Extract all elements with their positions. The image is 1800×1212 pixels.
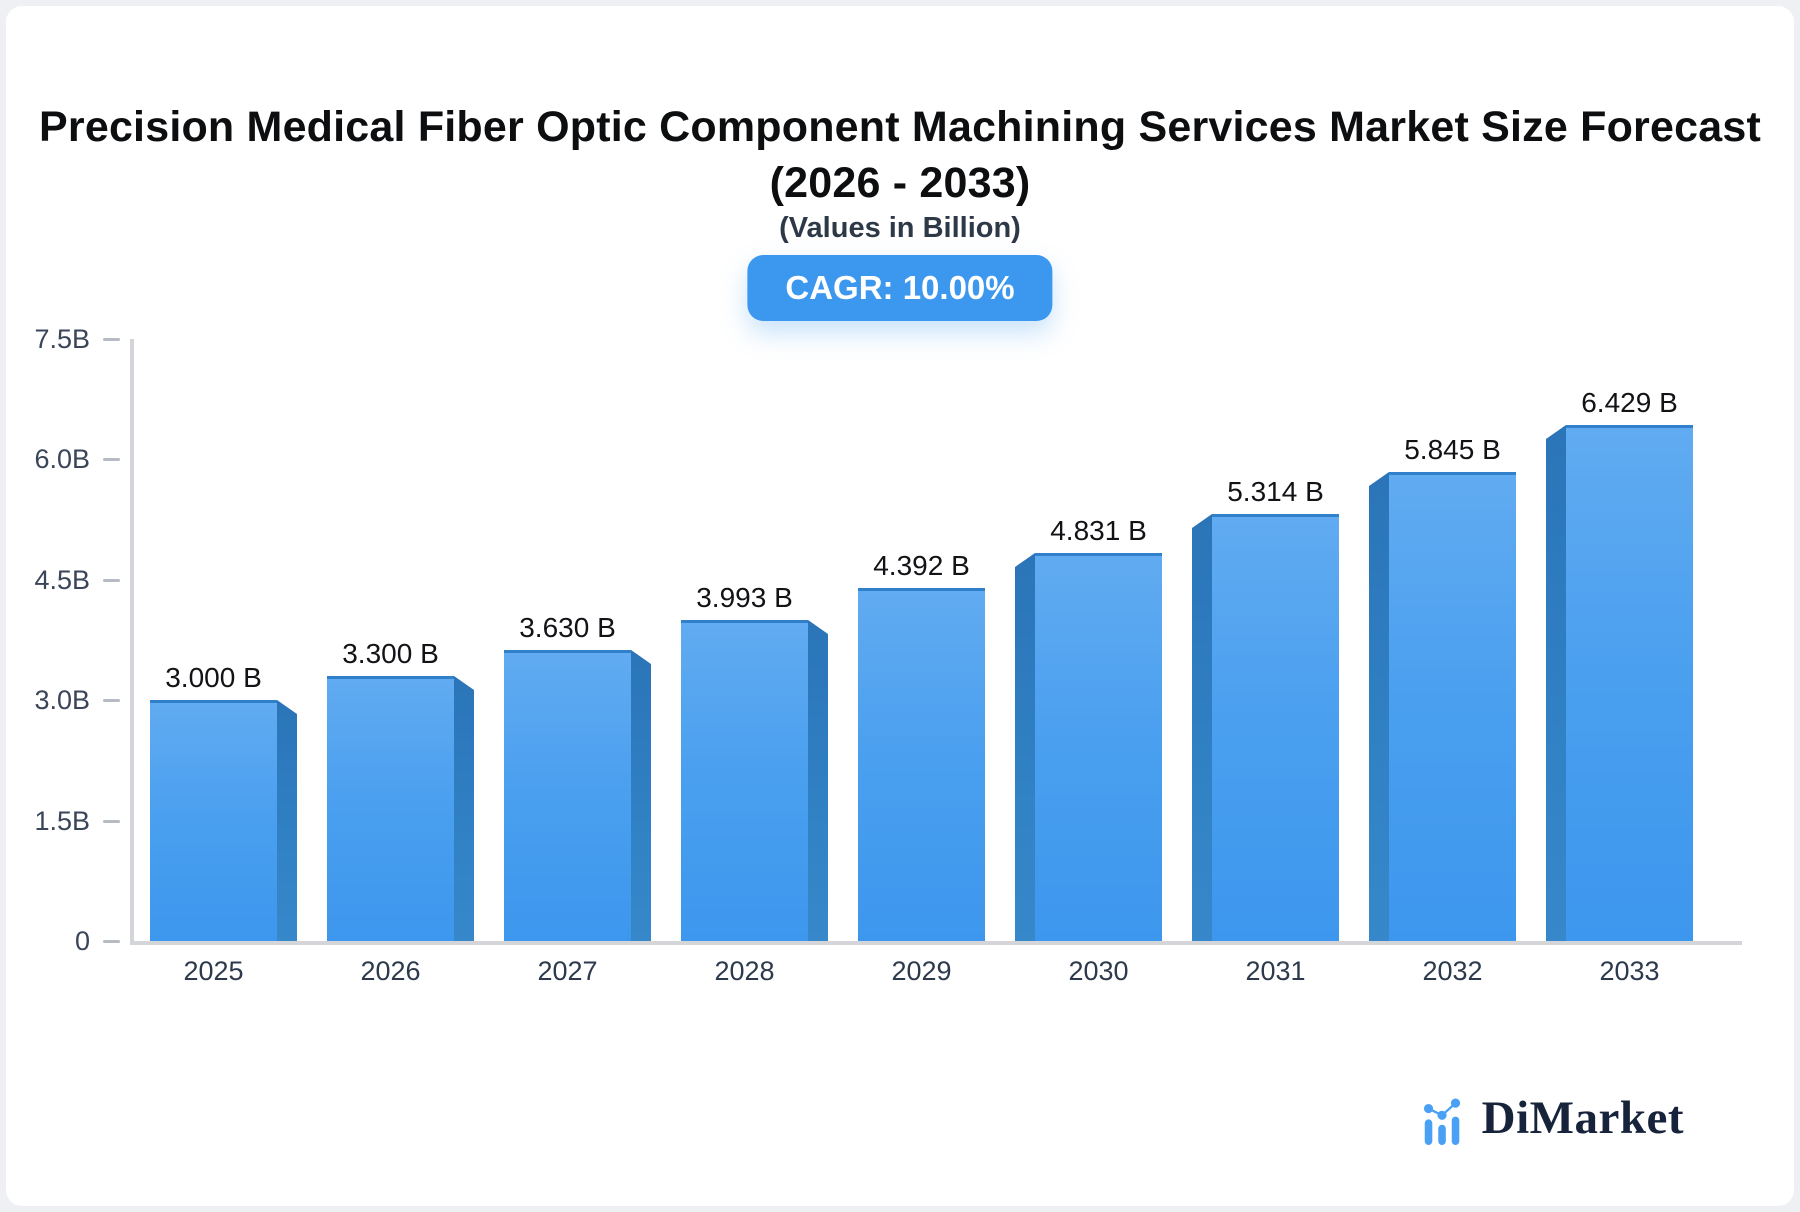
x-axis-label: 2026 [360,956,421,986]
brand-logo-text: DiMarket [1481,1092,1684,1144]
chart-title-line1: Precision Medical Fiber Optic Component … [39,103,1761,151]
bar: 6.429 B 2033 [1546,387,1693,986]
y-axis-label: 0 [74,926,90,956]
x-axis-label: 2025 [183,956,244,986]
y-axis-tick [103,819,120,823]
brand-logo: DiMarket [1422,1086,1684,1150]
mini-bar-chart-icon [1423,1098,1460,1145]
bar: 3.993 B 2028 [681,582,828,986]
x-axis-label: 2029 [891,956,952,986]
x-axis-label: 2028 [714,956,775,986]
chart-title-line2: (2026 - 2033) [769,159,1031,207]
y-axis-tick [103,458,120,462]
x-axis-label: 2027 [537,956,598,986]
bar-value-label: 3.000 B [165,662,262,693]
x-axis-label: 2030 [1068,956,1129,986]
bar-value-label: 4.392 B [873,550,970,581]
bar-side [454,676,474,941]
bar-side [1015,553,1035,941]
bar-side [1546,425,1566,941]
bar-value-label: 3.993 B [696,582,793,613]
x-axis-label: 2033 [1599,956,1660,986]
bar-value-label: 4.831 B [1050,515,1147,546]
bar: 4.392 B 2029 [858,550,985,986]
bar: 5.314 B 2031 [1192,476,1339,986]
bar-value-label: 5.314 B [1227,476,1324,507]
y-axis-label: 6.0B [34,444,90,475]
y-axis-tick [103,338,120,341]
bar-value-label: 5.845 B [1404,434,1501,465]
y-axis-label: 4.5B [34,564,90,595]
chart-subtitle: (Values in Billion) [779,212,1021,244]
bar: 3.300 B 2026 [327,638,474,986]
bar-value-label: 3.300 B [342,638,439,669]
bar: 3.630 B 2027 [504,612,651,986]
y-axis-label: 1.5B [34,805,90,836]
x-axis-label: 2032 [1422,956,1483,986]
bar-side [631,650,651,941]
cagr-badge: CAGR: 10.00% [747,255,1053,321]
bar-side [1192,514,1212,941]
y-axis-line [130,339,134,945]
bar: 4.831 B 2030 [1015,515,1162,986]
x-axis-line [130,941,1742,945]
bar-value-label: 6.429 B [1581,387,1678,418]
y-axis-tick [103,578,120,582]
bar-side [1369,472,1389,941]
bar-value-label: 3.630 B [519,612,616,643]
y-axis-tick [103,699,120,703]
y-axis-tick [103,940,120,943]
bar: 5.845 B 2032 [1369,434,1516,986]
y-axis-label: 3.0B [34,685,90,716]
bar-side [277,700,297,941]
y-axis-label: 7.5B [34,324,90,354]
bar: 3.000 B 2025 [150,662,297,986]
x-axis-label: 2031 [1245,956,1306,986]
bar-side [808,620,828,941]
